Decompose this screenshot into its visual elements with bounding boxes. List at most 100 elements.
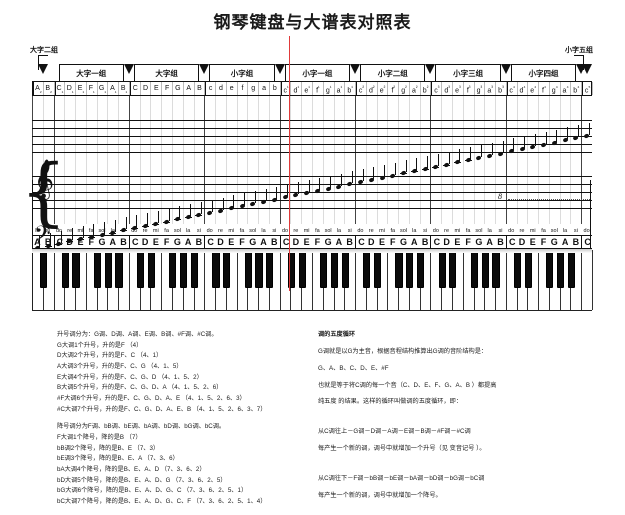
black-key[interactable]	[40, 250, 48, 288]
black-key[interactable]	[513, 250, 522, 288]
white-key[interactable]	[76, 250, 87, 310]
solfege-cell: do	[583, 228, 590, 234]
letter-name-cell: F	[163, 237, 170, 247]
note-stem	[556, 129, 558, 142]
black-key[interactable]	[61, 250, 69, 288]
black-key[interactable]	[212, 250, 220, 288]
black-key[interactable]	[567, 250, 575, 288]
black-key[interactable]	[373, 250, 382, 288]
text-line: B大调5个升号，升的是F、C、G、D、A （4、1、5、2、6）	[57, 384, 223, 392]
solfege-cell: sol	[550, 228, 558, 234]
white-key[interactable]	[151, 250, 163, 310]
grid-line	[441, 96, 443, 224]
grid-line	[452, 96, 453, 224]
black-key[interactable]	[266, 250, 274, 288]
letter-name-cell: C	[581, 236, 593, 248]
white-key[interactable]	[269, 250, 281, 310]
black-key[interactable]	[255, 250, 263, 288]
note-stem	[588, 123, 590, 135]
white-key[interactable]	[119, 250, 130, 310]
black-key[interactable]	[341, 250, 349, 288]
black-key[interactable]	[449, 250, 457, 288]
sharp-keys-block: 升号调分为：G调、D调、A调、E调、B调、#F调、#C调。 G大调1个升号，升的…	[57, 330, 307, 415]
black-key[interactable]	[223, 250, 231, 288]
note-stem	[545, 131, 547, 144]
black-key[interactable]	[557, 250, 565, 288]
black-key[interactable]	[180, 250, 188, 288]
note-name-cell: f⁴	[539, 82, 550, 95]
note-stem	[384, 164, 386, 177]
black-key[interactable]	[438, 250, 446, 288]
note-stem	[93, 224, 95, 237]
note-name-cell: B	[195, 82, 206, 95]
white-key[interactable]	[496, 250, 507, 310]
black-key[interactable]	[93, 250, 102, 288]
black-key[interactable]	[546, 250, 554, 288]
solfege-cell: si	[46, 228, 51, 234]
black-key[interactable]	[395, 250, 403, 288]
black-key[interactable]	[72, 250, 80, 288]
text-line: #C大调7个升号，升的是F、C、G、D、A、E、B （4、1、5、2、6、3、7…	[57, 405, 267, 413]
white-key[interactable]	[345, 250, 357, 310]
text-line: bE调3个降号，降的是B、E、A （7、3、6）	[57, 455, 179, 463]
grid-line	[172, 96, 173, 224]
solfege-cell: la	[261, 228, 266, 234]
solfege-cell: si	[121, 228, 126, 234]
ledger-line	[173, 219, 181, 221]
piano-keyboard[interactable]	[32, 249, 593, 311]
grid-line	[301, 96, 303, 224]
grid-line	[473, 96, 475, 224]
note-name-cell: D	[141, 82, 152, 95]
note-stem	[394, 162, 396, 175]
white-key[interactable]	[453, 250, 464, 310]
white-key[interactable]	[571, 250, 583, 310]
barline-right	[590, 180, 592, 269]
black-key[interactable]	[363, 250, 371, 288]
text-line: #F大调6个升号，升的是F、C、G、D、A、E （4、1、5、2、6、3）	[57, 394, 246, 402]
white-key[interactable]	[43, 250, 55, 310]
white-key[interactable]	[194, 250, 206, 310]
solfege-cell: re	[218, 228, 223, 234]
black-key[interactable]	[330, 250, 338, 288]
grid-line	[150, 96, 152, 224]
black-key[interactable]	[244, 250, 252, 288]
black-key[interactable]	[492, 250, 500, 288]
note-name-cell: b³	[496, 82, 507, 95]
solfege-cell: re	[444, 228, 450, 234]
white-key[interactable]	[377, 250, 389, 310]
octave-group-divider	[576, 64, 587, 74]
letter-name-cell: A	[109, 237, 117, 247]
letter-name-cell: D	[518, 237, 526, 247]
note-name-cell: d¹	[291, 82, 303, 95]
octave-group-label: 大字一组	[58, 64, 124, 81]
letter-name-cell: B	[44, 237, 52, 247]
white-key[interactable]	[582, 250, 593, 310]
black-key[interactable]	[190, 250, 198, 288]
note-stem	[244, 193, 246, 206]
octave-group-label: 小字一组	[284, 64, 351, 81]
black-key[interactable]	[147, 250, 155, 288]
black-key[interactable]	[406, 250, 414, 288]
black-key[interactable]	[298, 250, 306, 288]
black-key[interactable]	[115, 250, 123, 288]
solfege-cell: fa	[239, 228, 245, 234]
black-key[interactable]	[169, 250, 177, 288]
black-key[interactable]	[104, 250, 112, 288]
grid-line	[290, 96, 292, 224]
white-key[interactable]	[528, 250, 540, 310]
white-key[interactable]	[302, 250, 313, 310]
black-key[interactable]	[417, 250, 425, 288]
octave-group-divider	[500, 64, 511, 74]
white-key[interactable]	[226, 250, 238, 310]
grid-line	[118, 96, 120, 224]
letter-name-cell: E	[454, 237, 461, 247]
text-line: bD大调5个降号，降的是B、E、A、D、G （7、3、6、2、5）	[57, 476, 227, 484]
text-line: G、A、B、C、D、E、#F	[318, 364, 389, 372]
black-key[interactable]	[320, 250, 328, 288]
black-key[interactable]	[470, 250, 478, 288]
black-key[interactable]	[481, 250, 489, 288]
black-key[interactable]	[524, 250, 532, 288]
letter-name-cell: C	[430, 236, 442, 248]
white-key[interactable]	[420, 250, 432, 310]
black-key[interactable]	[137, 250, 145, 288]
